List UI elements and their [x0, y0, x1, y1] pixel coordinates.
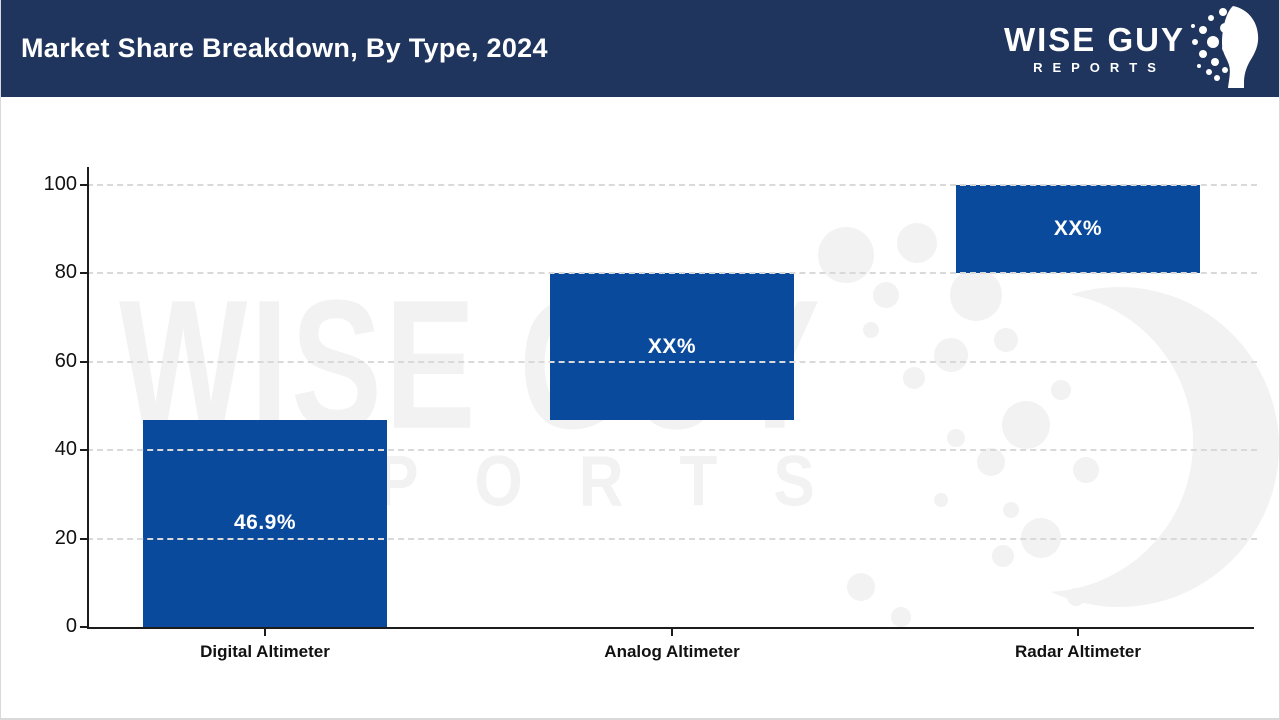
wise-guy-logo: WISE GUY REPORTS [1004, 4, 1261, 93]
header-bar: Market Share Breakdown, By Type, 2024 WI… [1, 0, 1279, 97]
gridline-60 [87, 360, 1257, 363]
logo-wordmark: WISE GUY [1003, 20, 1185, 58]
y-tick-label-80: 80 [54, 261, 77, 284]
y-tick-label-60: 60 [54, 349, 77, 372]
face-profile-icon [1187, 4, 1261, 93]
y-tick-40 [80, 449, 87, 452]
bar-analog-altimeter: XX% [550, 273, 794, 420]
x-axis-label-radar-altimeter: Radar Altimeter [1015, 642, 1141, 661]
gridline-40 [87, 449, 1257, 452]
y-tick-label-100: 100 [43, 173, 77, 195]
y-tick-label-0: 0 [65, 615, 77, 637]
x-axis-label-digital-altimeter: Digital Altimeter [200, 642, 330, 661]
logo-subtitle: REPORTS [1033, 59, 1166, 75]
bar-value-label: 46.9% [233, 511, 297, 535]
y-tick-label-40: 40 [54, 438, 77, 461]
x-axis-label-analog-altimeter: Analog Altimeter [604, 642, 740, 661]
gridline-80 [87, 272, 1257, 275]
y-axis-line [87, 167, 89, 629]
gridline-100 [87, 184, 1257, 186]
y-tick-100 [80, 184, 87, 186]
bar-value-label: XX% [1053, 217, 1103, 241]
waterfall-chart: WISE GUY REPORTS 0 20 40 60 80 100 46.9% XX% XX%… [1, 97, 1279, 718]
logo-text: WISE GUY REPORTS [1003, 20, 1185, 75]
bar-radar-altimeter: XX% [956, 185, 1200, 274]
y-tick-80 [80, 272, 87, 275]
y-tick-60 [80, 360, 87, 363]
y-tick-20 [80, 537, 87, 540]
gridline-20 [87, 537, 1257, 540]
x-axis-line [87, 627, 1254, 629]
y-tick-0 [80, 626, 87, 628]
y-tick-label-20: 20 [54, 526, 77, 549]
x-tick-analog-altimeter [671, 629, 673, 636]
x-tick-radar-altimeter [1077, 629, 1079, 636]
bar-value-label: XX% [647, 334, 697, 358]
page-title: Market Share Breakdown, By Type, 2024 [21, 33, 548, 63]
watermark-face-dots [818, 223, 1279, 627]
bar-digital-altimeter: 46.9% [143, 419, 387, 627]
x-tick-digital-altimeter [264, 629, 266, 636]
